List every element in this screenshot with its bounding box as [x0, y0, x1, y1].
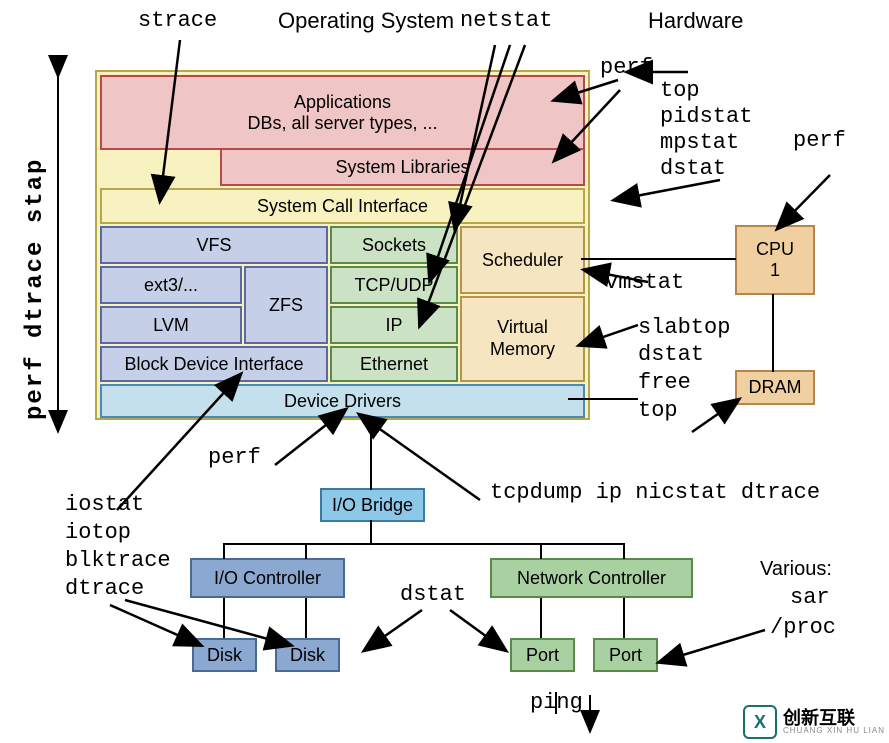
dram-box: DRAM	[735, 370, 815, 405]
disk1-box: Disk	[192, 638, 257, 672]
applications-line2: DBs, all server types, ...	[247, 113, 437, 134]
port2-box: Port	[593, 638, 658, 672]
iotop-label: iotop	[65, 520, 131, 545]
perf-mid-label: perf	[208, 445, 261, 470]
netcontroller-box: Network Controller	[490, 558, 693, 598]
scheduler-box: Scheduler	[460, 226, 585, 294]
sockets-box: Sockets	[330, 226, 458, 264]
port1-box: Port	[510, 638, 575, 672]
bdi-box: Block Device Interface	[100, 346, 328, 382]
vmstat-label: vmstat	[605, 270, 684, 295]
drivers-box: Device Drivers	[100, 384, 585, 418]
applications-line1: Applications	[294, 92, 391, 113]
logo-mark: X	[743, 705, 777, 739]
pidstat-label: pidstat	[660, 104, 752, 129]
logo-text2: CHUANG XIN HU LIAN	[783, 727, 885, 735]
tcpdump-line-label: tcpdump ip nicstat dtrace	[490, 480, 820, 505]
lvm-box: LVM	[100, 306, 242, 344]
cpu-line1: CPU	[756, 239, 794, 260]
blktrace-label: blktrace	[65, 548, 171, 573]
cpu-line2: 1	[770, 260, 780, 281]
free-label: free	[638, 370, 691, 395]
applications-box: Applications DBs, all server types, ...	[100, 75, 585, 150]
sar-label: sar	[790, 585, 830, 610]
perf-right-label: perf	[793, 128, 846, 153]
ethernet-box: Ethernet	[330, 346, 458, 382]
logo-text1: 创新互联	[783, 709, 885, 727]
ext3-box: ext3/...	[100, 266, 242, 304]
iostat-label: iostat	[65, 492, 144, 517]
top-bottom-label: top	[638, 398, 678, 423]
netstat-label: netstat	[460, 8, 552, 33]
ip-box: IP	[330, 306, 458, 344]
slabtop-label: slabtop	[638, 315, 730, 340]
zfs-box: ZFS	[244, 266, 328, 344]
disk2-box: Disk	[275, 638, 340, 672]
dstat-top-label: dstat	[660, 156, 726, 181]
os-label: Operating System	[278, 8, 454, 34]
vmem-text: Virtual Memory	[462, 317, 583, 360]
dstat-mid-label: dstat	[638, 342, 704, 367]
dstat-bot-label: dstat	[400, 582, 466, 607]
hardware-label: Hardware	[648, 8, 743, 34]
tcpudp-box: TCP/UDP	[330, 266, 458, 304]
syscall-box: System Call Interface	[100, 188, 585, 224]
top-label: top	[660, 78, 700, 103]
iobridge-box: I/O Bridge	[320, 488, 425, 522]
syslibs-box: System Libraries	[220, 148, 585, 186]
mpstat-label: mpstat	[660, 130, 739, 155]
proc-label: /proc	[770, 615, 836, 640]
various-label: Various:	[760, 558, 832, 581]
iocontroller-box: I/O Controller	[190, 558, 345, 598]
vmem-box: Virtual Memory	[460, 296, 585, 382]
strace-label: strace	[138, 8, 217, 33]
perf-top-label: perf	[600, 55, 653, 80]
cpu-box: CPU 1	[735, 225, 815, 295]
vfs-box: VFS	[100, 226, 328, 264]
side-tools-label: perf dtrace stap	[22, 100, 49, 420]
dtrace-left-label: dtrace	[65, 576, 144, 601]
logo: X 创新互联 CHUANG XIN HU LIAN	[743, 705, 885, 739]
